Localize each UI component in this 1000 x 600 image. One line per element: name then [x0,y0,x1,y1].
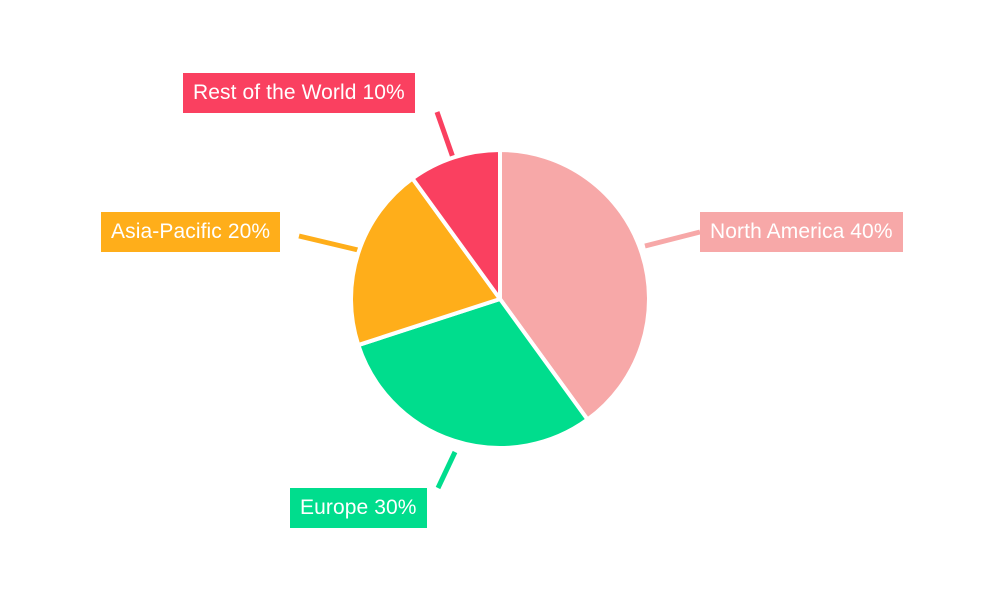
leader-line-north-america [644,229,701,249]
pie-slice-europe[interactable] [356,297,590,450]
pie-label-text-europe: Europe 30% [300,496,417,519]
pie-label-europe[interactable]: Europe 30% [290,488,427,528]
pie-label-north-america[interactable]: North America 40% [700,212,903,252]
leader-line-asia-pacific [298,233,359,253]
pie-label-text-asia-pacific: Asia-Pacific 20% [111,220,271,243]
pie-slices [349,148,651,450]
leader-line-europe [435,450,458,490]
pie-label-text-rest-of-the-world: Rest of the World 10% [193,81,405,104]
pie-label-text-north-america: North America 40% [710,220,893,243]
pie-label-rest-of-the-world[interactable]: Rest of the World 10% [183,73,415,113]
pie-slice-rest-of-the-world[interactable] [410,148,502,301]
pie-slice-north-america[interactable] [498,148,651,422]
pie-label-asia-pacific[interactable]: Asia-Pacific 20% [101,212,281,252]
pie-slice-asia-pacific[interactable] [349,176,502,348]
